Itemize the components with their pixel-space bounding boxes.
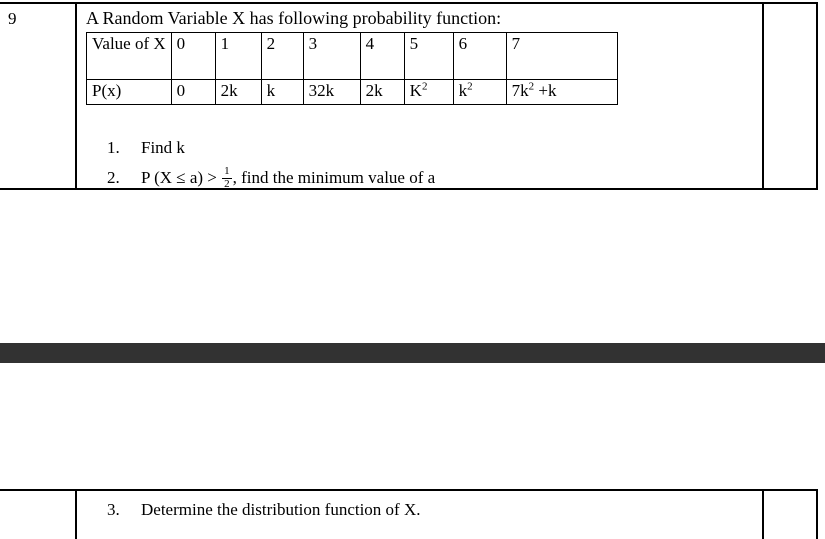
cell-prob-6: k2 xyxy=(452,79,507,105)
prob-base-6: k xyxy=(458,81,468,100)
question-number-cell: 9 xyxy=(0,4,77,188)
list-text-2-before: P (X ≤ a) > xyxy=(141,168,222,187)
list-text-3: Determine the distribution function of X… xyxy=(141,500,421,519)
fraction-denominator: 2 xyxy=(222,177,232,190)
prob-tail-7: +k xyxy=(534,81,557,100)
prob-base-0: 0 xyxy=(176,81,186,100)
probability-distribution-table: Value of X 0 1 2 3 4 5 6 7 P(x) 0 2k k 3… xyxy=(86,32,618,105)
question-block: 9 A Random Variable X has following prob… xyxy=(0,2,818,190)
list-marker-2: 2. xyxy=(107,168,120,187)
cell-prob-0: 0 xyxy=(170,79,216,105)
list-item: 3. Determine the distribution function o… xyxy=(107,497,421,527)
prob-sup-7: 2 xyxy=(528,80,535,93)
question-marks-cell xyxy=(764,4,818,188)
cell-prob-1: 2k xyxy=(214,79,262,105)
question-block-continued: 3. Determine the distribution function o… xyxy=(0,489,818,539)
question-body-cell-continued: 3. Determine the distribution function o… xyxy=(77,491,764,539)
prob-base-5: K xyxy=(409,81,422,100)
prob-base-2: k xyxy=(266,81,276,100)
page-separator-bar xyxy=(0,343,825,363)
prob-sup-6: 2 xyxy=(467,80,473,93)
list-marker-1: 1. xyxy=(107,138,120,157)
list-item: 1. Find k xyxy=(107,135,435,165)
question-marks-cell-continued xyxy=(764,491,818,539)
list-text-2-after: , find the minimum value of a xyxy=(232,168,436,187)
prob-base-4: 2k xyxy=(365,81,383,100)
question-number: 9 xyxy=(8,9,17,28)
cell-value-5: 5 xyxy=(403,32,454,80)
cell-value-2: 2 xyxy=(260,32,304,80)
cell-value-3: 3 xyxy=(302,32,361,80)
sub-question-list-continued: 3. Determine the distribution function o… xyxy=(107,497,421,527)
cell-value-1: 1 xyxy=(214,32,262,80)
cell-prob-5: K2 xyxy=(403,79,454,105)
prob-base-1: 2k xyxy=(220,81,238,100)
question-stem: A Random Variable X has following probab… xyxy=(86,8,502,28)
table-row-values: Value of X 0 1 2 3 4 5 6 7 xyxy=(86,32,618,80)
fraction-numerator: 1 xyxy=(224,165,230,178)
cell-prob-2: k xyxy=(260,79,304,105)
list-marker-3: 3. xyxy=(107,500,120,519)
list-text-1: Find k xyxy=(141,138,185,157)
row-header-px: P(x) xyxy=(86,79,172,105)
cell-prob-3: 32k xyxy=(302,79,361,105)
cell-prob-7: 7k2 +k xyxy=(505,79,618,105)
question-body-cell: A Random Variable X has following probab… xyxy=(77,4,764,189)
cell-value-7: 7 xyxy=(505,32,618,80)
cell-prob-4: 2k xyxy=(359,79,405,105)
cell-value-0: 0 xyxy=(170,32,216,80)
question-number-cell-continued xyxy=(0,491,77,539)
cell-value-6: 6 xyxy=(452,32,507,80)
prob-base-3: 32k xyxy=(308,81,335,100)
row-header-value-of-x: Value of X xyxy=(86,32,172,80)
table-row-probabilities: P(x) 0 2k k 32k 2k K2 k2 7k2 +k xyxy=(86,79,618,105)
cell-value-4: 4 xyxy=(359,32,405,80)
prob-sup-5: 2 xyxy=(421,80,428,93)
prob-base-7: 7k xyxy=(511,81,529,100)
